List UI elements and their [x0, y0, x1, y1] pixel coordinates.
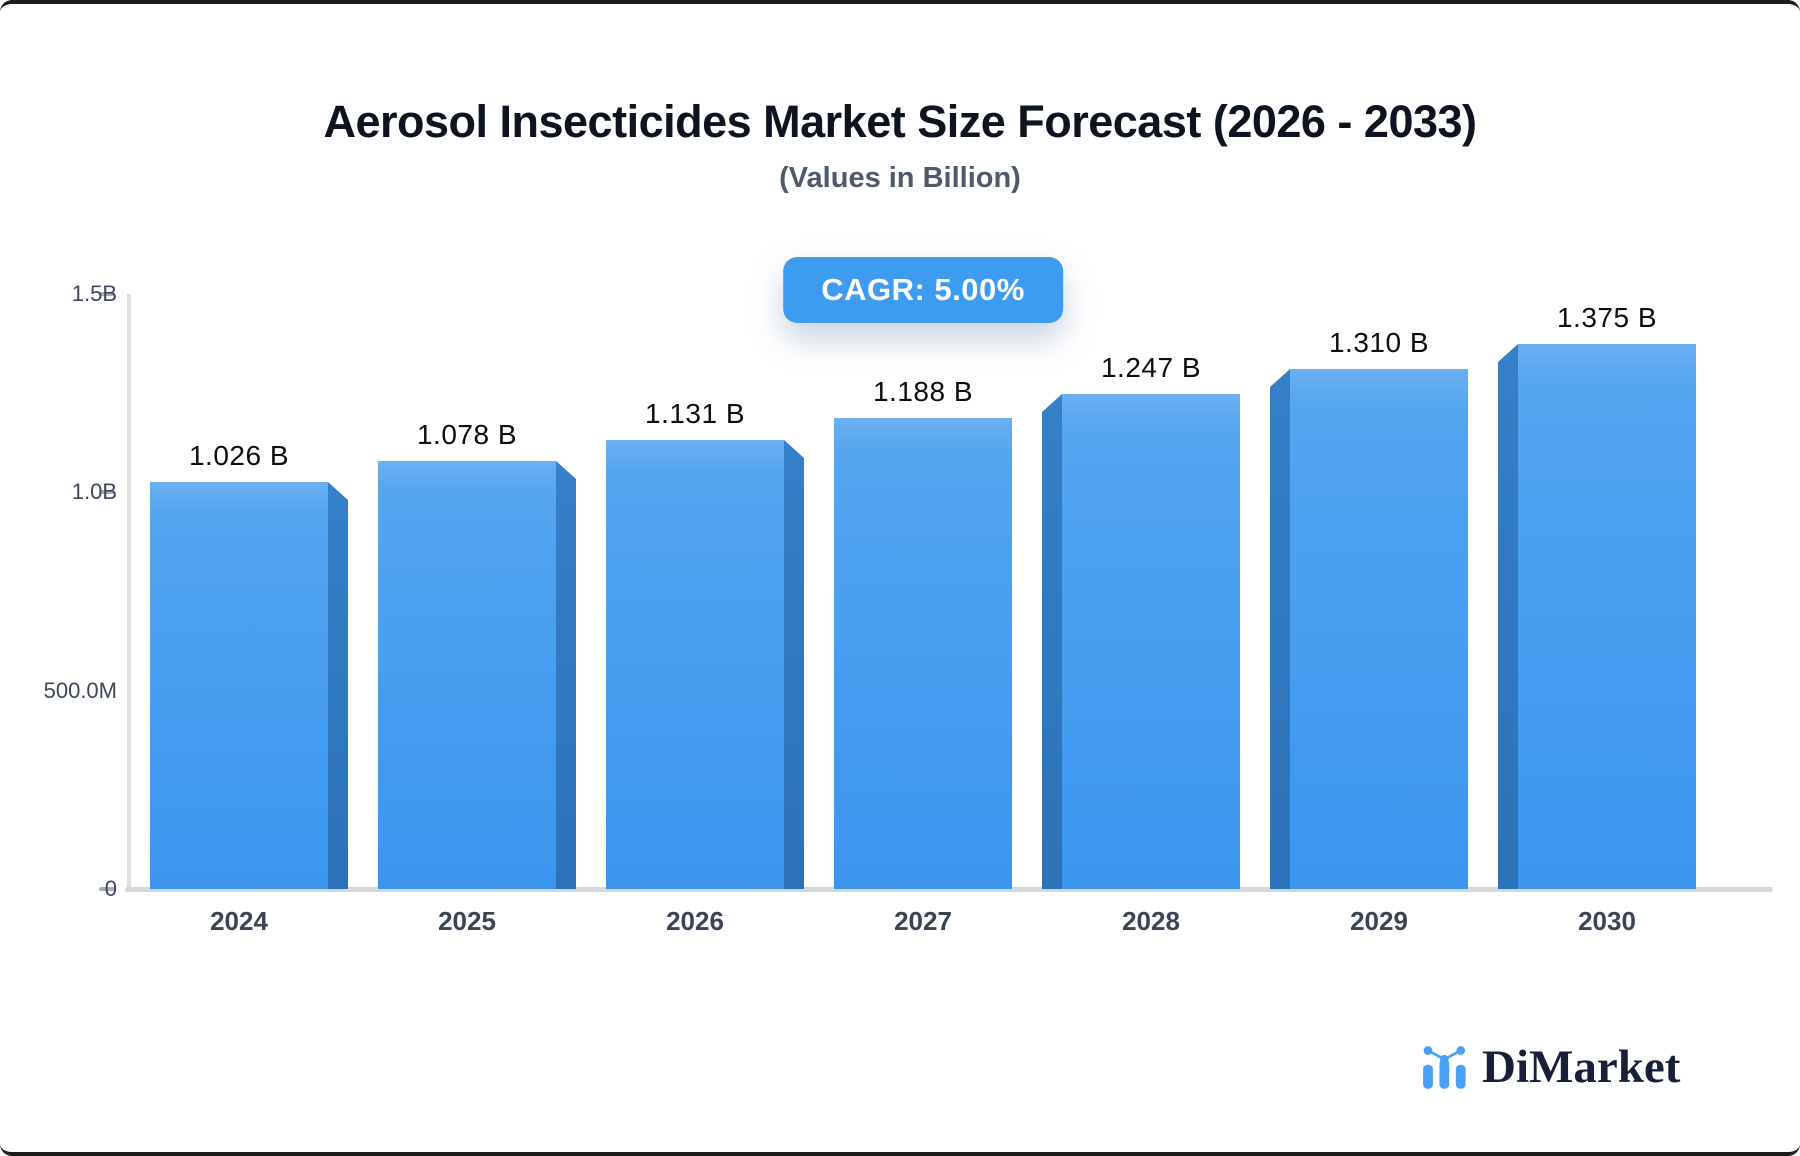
bar-front-face: [834, 418, 1012, 889]
y-axis-tick-label: 0: [104, 876, 117, 901]
cagr-badge: CAGR: 5.00%: [783, 257, 1063, 323]
y-axis-line: [127, 294, 131, 889]
bar-3d-side-face: [328, 482, 348, 889]
brand-name: DiMarket: [1482, 1041, 1681, 1093]
bar-value-label: 1.131 B: [644, 398, 746, 429]
bar-2025: [378, 461, 576, 889]
x-axis-category-label: 2024: [210, 906, 268, 936]
bar-3d-side-face: [1498, 344, 1518, 889]
bar-3d-side-face: [1270, 369, 1290, 889]
bar-2026: [606, 440, 804, 889]
chart-header: Aerosol Insecticides Market Size Forecas…: [0, 96, 1800, 195]
bar-front-face: [378, 461, 556, 889]
y-tick-mark: [99, 490, 115, 494]
mini-bar-line-chart-icon: [1423, 1046, 1466, 1089]
bar-2027: [834, 418, 1012, 889]
bar-2030: [1498, 344, 1696, 889]
chart-title: Aerosol Insecticides Market Size Forecas…: [323, 96, 1477, 147]
x-axis-category-label: 2030: [1578, 906, 1636, 936]
bar-value-label: 1.310 B: [1328, 327, 1430, 358]
x-axis-category-label: 2025: [438, 906, 496, 936]
y-axis-tick-label: 1.5B: [71, 281, 117, 306]
brand-logo: DiMarket: [1422, 1041, 1681, 1093]
bar-3d-side-face: [1042, 394, 1062, 889]
y-tick-mark: [99, 887, 115, 891]
x-axis-category-label: 2027: [894, 906, 952, 936]
y-axis-tick-label: 500.0M: [43, 678, 117, 703]
bar-3d-side-face: [784, 440, 804, 889]
y-tick-mark: [99, 292, 115, 296]
x-axis-baseline: [125, 887, 1773, 892]
bar-front-face: [1062, 394, 1240, 889]
bar-2029: [1270, 369, 1468, 889]
bar-3d-side-face: [556, 461, 576, 889]
x-axis-category-label: 2029: [1350, 906, 1408, 936]
bar-front-face: [1290, 369, 1468, 889]
bar-2028: [1042, 394, 1240, 889]
bar-front-face: [606, 440, 784, 889]
y-axis-tick-label: 1.0B: [71, 479, 117, 504]
bar-front-face: [1518, 344, 1696, 889]
bar-value-label: 1.188 B: [872, 376, 974, 407]
bar-2024: [150, 482, 348, 889]
x-axis-category-label: 2026: [666, 906, 724, 936]
chart-subtitle: (Values in Billion): [779, 162, 1021, 194]
bar-value-label: 1.026 B: [188, 440, 290, 471]
bar-front-face: [150, 482, 328, 889]
bar-value-label: 1.375 B: [1556, 302, 1658, 333]
x-axis-category-label: 2028: [1122, 906, 1180, 936]
bar-value-label: 1.078 B: [416, 419, 518, 450]
bar-chart-plot-area: 1.5B 1.0B 500.0M 0 1.026 B 2024 1.078 B 2025 1.1…: [0, 4, 1800, 1152]
bar-value-label: 1.247 B: [1100, 352, 1202, 383]
